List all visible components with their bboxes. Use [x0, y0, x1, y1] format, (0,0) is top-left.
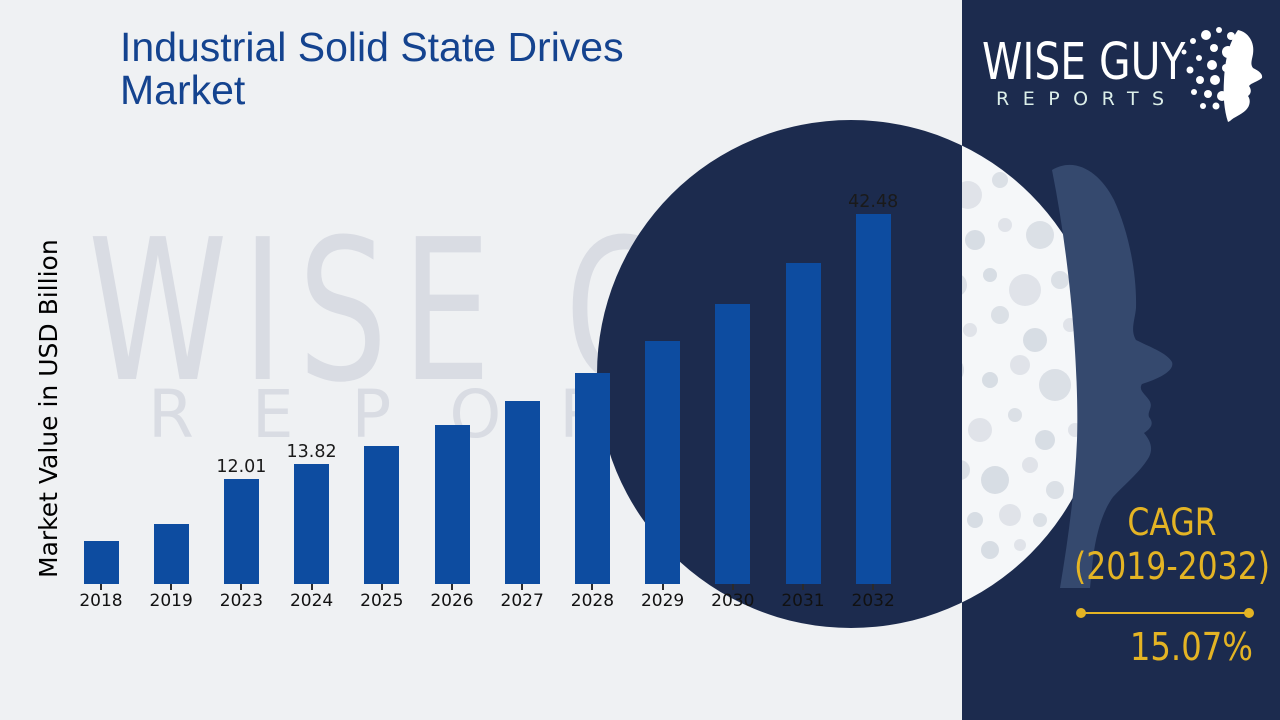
x-tick — [591, 584, 594, 590]
bar-2026 — [434, 424, 470, 584]
x-tick-label: 2028 — [570, 591, 615, 611]
x-tick — [380, 584, 383, 590]
x-tick — [521, 584, 524, 590]
cagr-divider — [1076, 608, 1254, 618]
x-tick-label: 2031 — [781, 591, 825, 611]
bar-value-label: 42.48 — [848, 192, 899, 212]
x-tick — [872, 584, 875, 590]
x-tick — [731, 584, 734, 590]
bar-2030 — [715, 304, 751, 584]
bar-2025 — [364, 445, 400, 584]
x-tick-label: 2024 — [289, 591, 334, 611]
face-silhouette-icon — [1052, 164, 1173, 588]
x-tick-label: 2019 — [149, 591, 193, 611]
x-tick — [802, 584, 804, 590]
cagr-range: (2019-2032) — [1074, 545, 1270, 588]
cagr-value: 15.07% — [1129, 625, 1253, 669]
bar-2029 — [645, 340, 681, 584]
bar-2019 — [153, 524, 189, 584]
x-tick — [310, 584, 313, 590]
chart-title: Industrial Solid State Drives Market — [120, 24, 624, 114]
x-tick-label: 2023 — [219, 591, 264, 611]
bar-2018 — [83, 541, 119, 584]
bar-2031 — [785, 262, 821, 584]
x-tick — [661, 584, 664, 590]
x-tick — [240, 584, 243, 590]
x-tick — [100, 584, 102, 590]
bar-2032 — [855, 214, 891, 584]
bar-value-label: 12.01 — [216, 457, 267, 478]
x-tick-label: 2027 — [500, 591, 544, 611]
x-tick-label: 2026 — [430, 591, 474, 611]
cagr-heading: CAGR — [1127, 501, 1217, 544]
x-tick-label: 2032 — [851, 591, 895, 611]
bar-value-label: 13.82 — [286, 441, 337, 462]
x-tick — [451, 584, 453, 590]
brand-head-icon — [1181, 27, 1263, 122]
brand-name: WISE GUY — [982, 33, 1186, 92]
x-tick — [170, 584, 173, 590]
bar-2023 — [223, 479, 259, 584]
x-tick-label: 2030 — [711, 591, 755, 611]
brand-subtitle: REPORTS — [996, 88, 1178, 110]
bar-2027 — [504, 400, 540, 584]
x-tick-label: 2029 — [640, 591, 685, 611]
x-tick-label: 2018 — [79, 591, 123, 611]
bar-2024 — [294, 463, 330, 584]
bar-2028 — [574, 372, 610, 584]
side-panel — [597, 0, 1280, 720]
x-tick-label: 2025 — [360, 591, 404, 611]
